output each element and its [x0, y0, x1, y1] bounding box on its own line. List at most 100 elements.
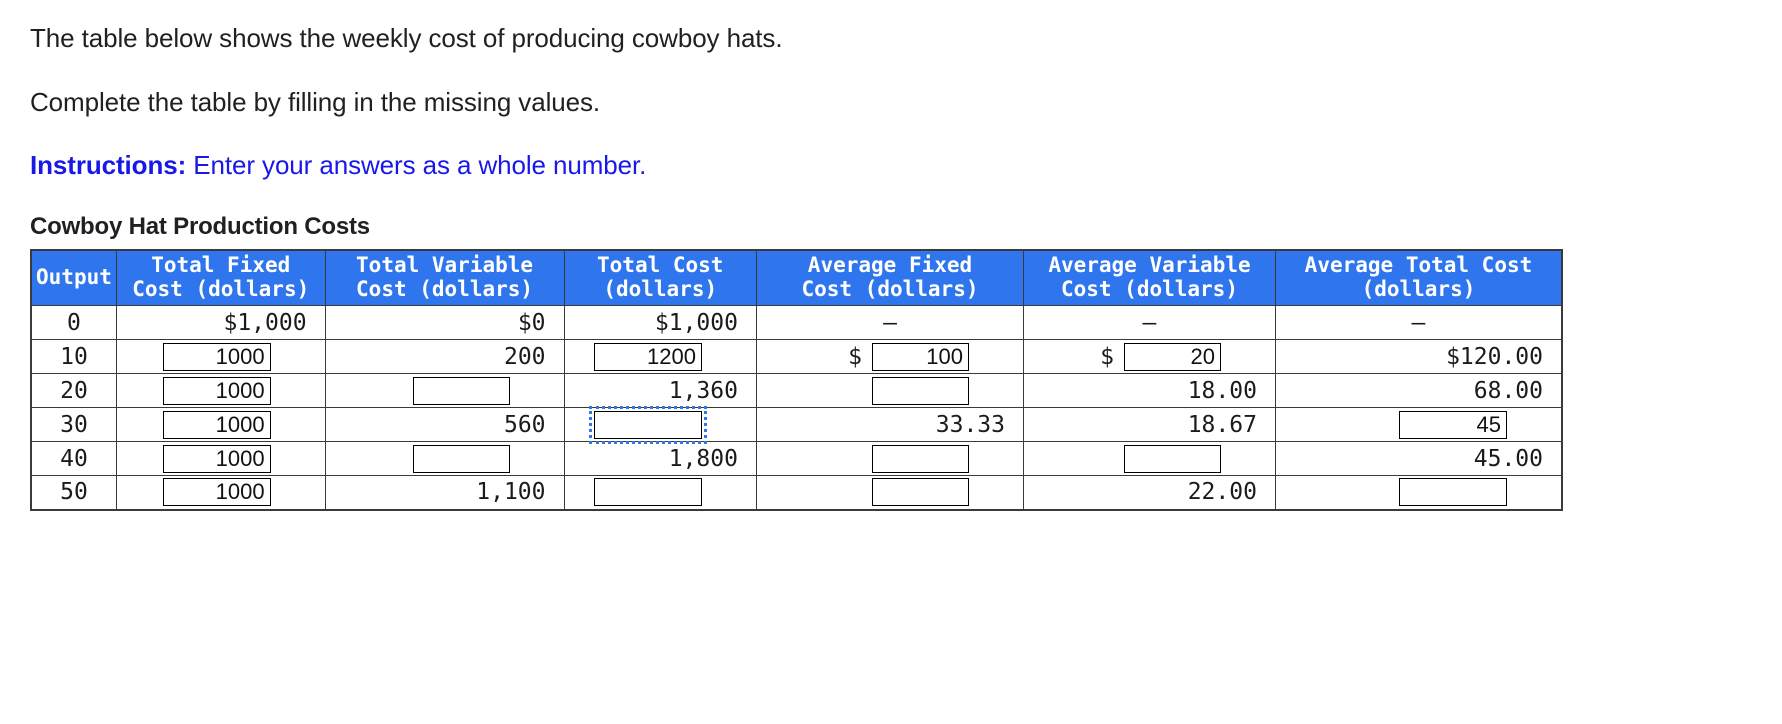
header-total-variable-cost: Total Variable Cost (dollars) — [324, 249, 565, 306]
cell-content — [763, 442, 1017, 475]
cell-total-cost: $1,000 — [563, 305, 757, 340]
cell-average-fixed-cost — [755, 475, 1025, 510]
cell-content — [763, 476, 1017, 509]
cell-content — [332, 442, 558, 475]
cell-average-variable-cost: $20 — [1023, 339, 1276, 374]
header-average-fixed-cost: Average Fixed Cost (dollars) — [755, 249, 1025, 306]
answer-input-total-fixed-cost[interactable]: 1000 — [162, 444, 271, 473]
cell-content: $100 — [763, 340, 1017, 373]
table-caption: Cowboy Hat Production Costs — [30, 212, 370, 240]
cell-total-cost — [563, 405, 757, 444]
cost-table: Output Total Fixed Cost (dollars) Total … — [30, 248, 1563, 511]
answer-input-average-variable-cost[interactable]: 20 — [1123, 342, 1221, 371]
cell-output: 40 — [30, 441, 117, 476]
cell-content — [332, 374, 558, 407]
answer-input-total-variable-cost[interactable] — [412, 376, 510, 405]
cell-content: 1000 — [123, 408, 319, 441]
header-total-cost: Total Cost (dollars) — [563, 249, 757, 306]
answer-input-average-total-cost[interactable] — [1399, 478, 1507, 507]
cell-total-cost: 1,360 — [563, 373, 757, 408]
instructions-text: Enter your answers as a whole number. — [186, 150, 647, 180]
answer-input-total-fixed-cost[interactable]: 1000 — [162, 376, 271, 405]
cell-average-variable-cost: — — [1023, 305, 1276, 340]
table-head: Output Total Fixed Cost (dollars) Total … — [30, 249, 1563, 306]
answer-input-average-fixed-cost[interactable] — [872, 444, 970, 473]
cell-total-fixed-cost: $1,000 — [115, 305, 326, 340]
cell-output: 50 — [30, 475, 117, 510]
cell-average-fixed-cost: 33.33 — [755, 407, 1025, 442]
answer-input-total-variable-cost[interactable] — [412, 444, 510, 473]
cell-total-variable-cost: 560 — [324, 407, 565, 442]
header-total-fixed-cost: Total Fixed Cost (dollars) — [115, 249, 326, 306]
answer-input-average-total-cost[interactable]: 45 — [1399, 410, 1507, 439]
answer-input-total-cost[interactable] — [588, 405, 707, 444]
cell-average-total-cost: 45 — [1274, 407, 1563, 442]
cell-average-fixed-cost: — — [755, 305, 1025, 340]
table-row: 0 $1,000 $0 $1,000— — — — [30, 305, 1563, 340]
cell-average-fixed-cost — [755, 441, 1025, 476]
answer-input-total-fixed-cost[interactable]: 1000 — [162, 342, 271, 371]
cell-total-variable-cost: $0 — [324, 305, 565, 340]
cell-average-variable-cost: 18.00 — [1023, 373, 1276, 408]
cell-content: 1000 — [123, 476, 319, 509]
cell-average-total-cost: $120.00 — [1274, 339, 1563, 374]
answer-input-total-fixed-cost[interactable]: 1000 — [162, 478, 271, 507]
cell-total-variable-cost: 1,100 — [324, 475, 565, 510]
cell-output: 20 — [30, 373, 117, 408]
cell-total-fixed-cost: 1000 — [115, 339, 326, 374]
cell-output: 10 — [30, 339, 117, 374]
dollar-sign-prefix: $ — [1100, 343, 1114, 370]
cell-average-variable-cost — [1023, 441, 1276, 476]
dollar-sign-prefix: $ — [848, 343, 863, 370]
cell-total-fixed-cost: 1000 — [115, 407, 326, 442]
answer-input-average-variable-cost[interactable] — [1123, 444, 1221, 473]
cell-content — [1282, 476, 1555, 509]
cell-output: 30 — [30, 407, 117, 442]
cell-content — [1030, 442, 1269, 475]
header-row: Output Total Fixed Cost (dollars) Total … — [30, 249, 1563, 306]
cell-average-total-cost: — — [1274, 305, 1563, 340]
answer-input-total-fixed-cost[interactable]: 1000 — [162, 410, 271, 439]
instructions-label: Instructions: — [30, 150, 187, 180]
cell-content: 1000 — [123, 340, 319, 373]
cell-output: 0 — [30, 305, 117, 340]
table-row: 10 1000 200 1200 $100 $20 $120.00 — [30, 339, 1563, 374]
cell-total-cost: 1,800 — [563, 441, 757, 476]
table-row: 30 1000 560 33.33 18.67 45 — [30, 405, 1563, 444]
cell-average-fixed-cost: $100 — [755, 339, 1025, 374]
cell-content — [763, 374, 1017, 407]
answer-input-average-fixed-cost[interactable]: 100 — [872, 342, 970, 371]
cell-average-total-cost — [1274, 475, 1563, 510]
cell-total-fixed-cost: 1000 — [115, 441, 326, 476]
cell-total-variable-cost — [324, 441, 565, 476]
cell-content: 1000 — [123, 442, 319, 475]
prompt-line-2: Complete the table by filling in the mis… — [30, 86, 600, 117]
answer-input-average-fixed-cost[interactable] — [872, 478, 970, 507]
cell-total-variable-cost: 200 — [324, 339, 565, 374]
cell-content — [571, 405, 750, 444]
cell-content: 1000 — [123, 374, 319, 407]
table-row: 20 1000 1,360 18.00 68.00 — [30, 373, 1563, 408]
prompt-line-1: The table below shows the weekly cost of… — [30, 23, 783, 53]
cell-total-fixed-cost: 1000 — [115, 475, 326, 510]
cell-total-cost: 1200 — [563, 339, 757, 374]
table-body: 0 $1,000 $0 $1,000— — —10 1000 200 1200 $100 $20 $1… — [30, 305, 1563, 510]
cell-average-total-cost: 45.00 — [1274, 441, 1563, 476]
cell-content: 45 — [1282, 408, 1555, 441]
cell-content: $20 — [1030, 340, 1269, 373]
cell-average-variable-cost: 18.67 — [1023, 407, 1276, 442]
answer-input-total-cost[interactable]: 1200 — [593, 342, 702, 371]
worksheet-page: The table below shows the weekly cost of… — [30, 23, 1782, 511]
header-average-variable-cost: Average Variable Cost (dollars) — [1023, 249, 1276, 306]
cell-total-cost — [563, 475, 757, 510]
table-row: 40 1000 1,800 45.00 — [30, 441, 1563, 476]
cell-total-variable-cost — [324, 373, 565, 408]
answer-input-average-fixed-cost[interactable] — [872, 376, 970, 405]
header-average-total-cost: Average Total Cost (dollars) — [1274, 249, 1563, 306]
cell-average-variable-cost: 22.00 — [1023, 475, 1276, 510]
table-row: 50 1000 1,100 22.00 — [30, 475, 1563, 510]
cell-content — [571, 476, 750, 509]
instructions-line: Instructions: Enter your answers as a wh… — [30, 149, 1782, 182]
answer-input-total-cost[interactable] — [593, 478, 702, 507]
cell-average-total-cost: 68.00 — [1274, 373, 1563, 408]
